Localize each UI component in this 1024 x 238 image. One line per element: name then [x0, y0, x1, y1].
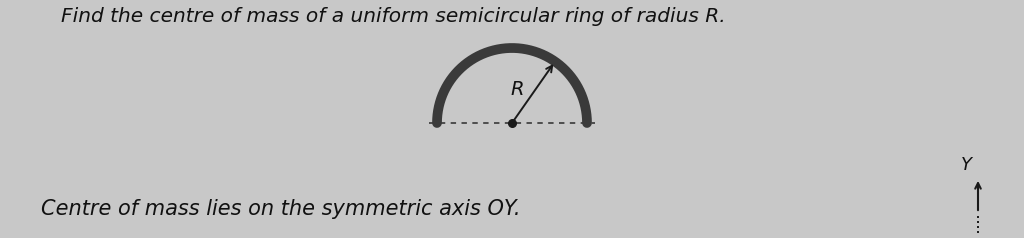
Text: Centre of mass lies on the symmetric axis OY.: Centre of mass lies on the symmetric axi…: [41, 199, 520, 219]
Text: R: R: [511, 80, 524, 99]
Text: Y: Y: [961, 156, 972, 174]
Text: Find the centre of mass of a uniform semicircular ring of radius R.: Find the centre of mass of a uniform sem…: [61, 7, 726, 26]
